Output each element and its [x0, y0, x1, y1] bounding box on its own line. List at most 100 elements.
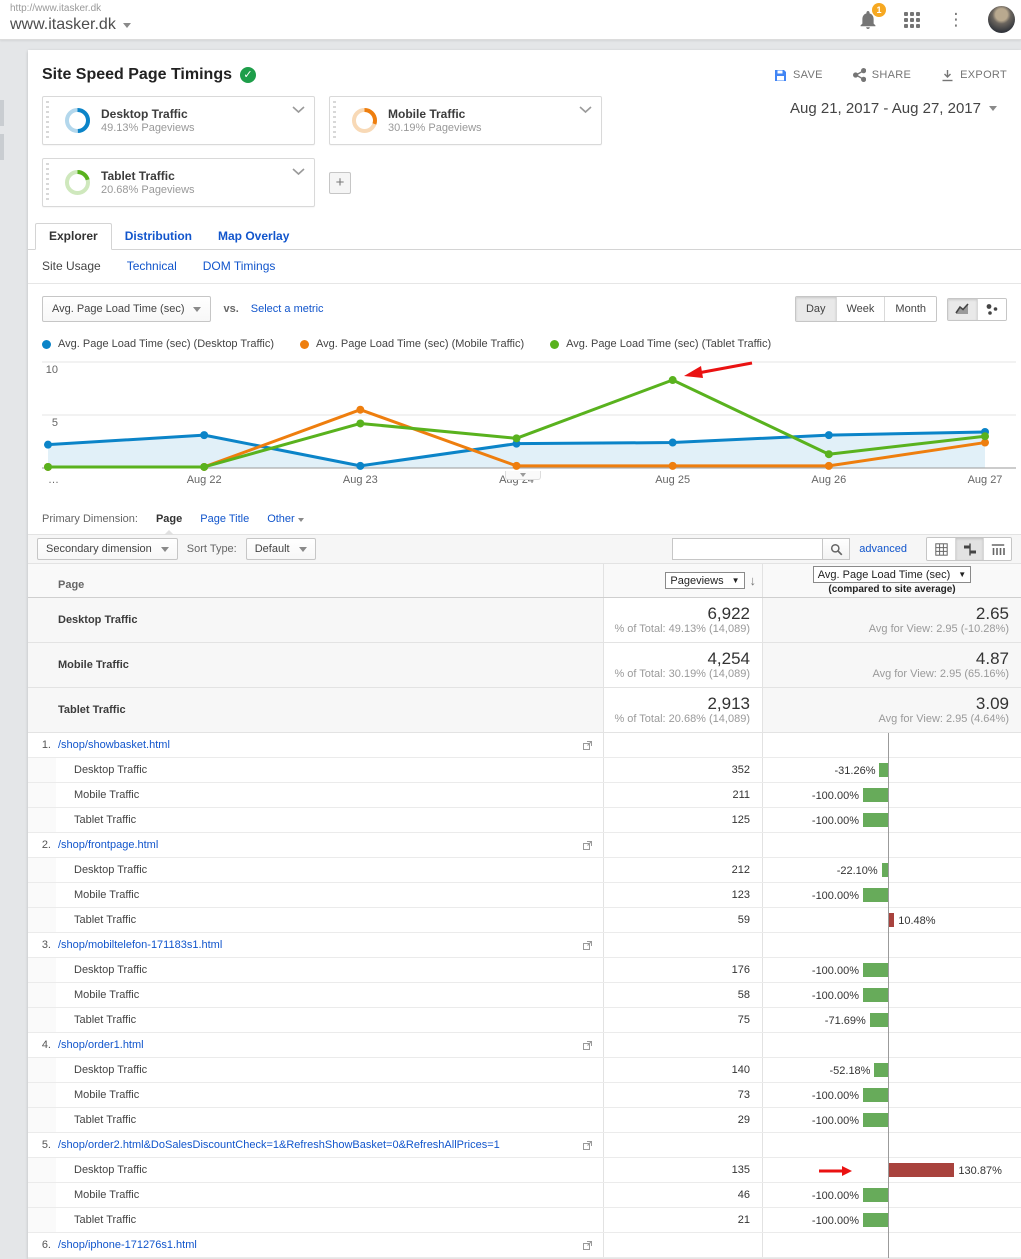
- tab-map-overlay[interactable]: Map Overlay: [218, 229, 290, 243]
- legend-item: Avg. Page Load Time (sec) (Tablet Traffi…: [550, 338, 771, 350]
- open-in-new-icon[interactable]: [582, 840, 593, 851]
- comparison-bar-positive: [889, 913, 895, 927]
- segment-label: Mobile Traffic: [74, 1089, 140, 1101]
- segment-cards: Desktop Traffic 49.13% Pageviews Mobile …: [42, 96, 642, 207]
- granularity-button-day[interactable]: Day: [795, 297, 836, 321]
- segment-card-tablet[interactable]: Tablet Traffic 20.68% Pageviews: [42, 158, 315, 207]
- delta-percent: -100.00%: [811, 890, 859, 902]
- table-header: Page Pageviews ▼ ↓ Avg. Page Load Time (s…: [28, 564, 1021, 598]
- delta-percent: -100.00%: [811, 1215, 859, 1227]
- add-segment-button[interactable]: +: [329, 171, 351, 194]
- segment-label: Mobile Traffic: [74, 989, 140, 1001]
- dimension-page[interactable]: Page: [155, 513, 183, 535]
- collapsed-nav-mark: [0, 100, 4, 126]
- pageviews-column-select[interactable]: Pageviews ▼: [665, 572, 745, 589]
- export-button[interactable]: EXPORT: [941, 68, 1007, 82]
- open-in-new-icon[interactable]: [582, 1240, 593, 1251]
- delta-percent: -22.10%: [836, 865, 878, 877]
- chevron-down-icon[interactable]: [579, 106, 592, 114]
- share-button[interactable]: SHARE: [852, 68, 911, 82]
- table-search-input[interactable]: [672, 538, 823, 560]
- share-icon: [852, 68, 866, 82]
- segment-label: Mobile Traffic: [74, 1189, 140, 1201]
- delta-percent: -71.69%: [824, 1015, 866, 1027]
- drag-handle[interactable]: [46, 163, 54, 202]
- drag-handle[interactable]: [333, 101, 341, 140]
- chart-expand-tab[interactable]: [505, 471, 541, 480]
- open-in-new-icon[interactable]: [582, 1040, 593, 1051]
- subtab-dom-timings[interactable]: DOM Timings: [202, 259, 276, 273]
- notifications-button[interactable]: 1: [856, 2, 886, 32]
- dimension-page-title[interactable]: Page Title: [200, 513, 250, 525]
- segment-pageviews: 123: [603, 883, 763, 907]
- summary-label: Tablet Traffic: [58, 704, 126, 716]
- segment-subtitle: 30.19% Pageviews: [388, 122, 482, 134]
- segment-card-desktop[interactable]: Desktop Traffic 49.13% Pageviews: [42, 96, 315, 145]
- data-table-view-button[interactable]: [927, 538, 955, 560]
- page-url-link[interactable]: /shop/mobiltelefon-171183s1.html: [58, 939, 223, 951]
- granularity-button-month[interactable]: Month: [884, 297, 936, 321]
- line-chart-view-button[interactable]: [948, 298, 977, 320]
- summary-row-mobile: Mobile Traffic 4,254% of Total: 30.19% (…: [28, 643, 1021, 688]
- segment-pageviews: 75: [603, 1008, 763, 1032]
- page-url-link[interactable]: /shop/frontpage.html: [58, 839, 159, 851]
- comparison-view-button[interactable]: [955, 538, 983, 560]
- apps-grid-button[interactable]: [900, 8, 924, 32]
- pivot-view-button[interactable]: [983, 538, 1011, 560]
- date-range-text: Aug 21, 2017 - Aug 27, 2017: [790, 100, 981, 117]
- summary-pageviews: 2,913: [707, 694, 750, 713]
- donut-chart-icon: [65, 108, 90, 133]
- subtab-site-usage[interactable]: Site Usage: [42, 259, 101, 273]
- chevron-down-icon[interactable]: [292, 168, 305, 176]
- advanced-search-link[interactable]: advanced: [859, 543, 907, 555]
- tab-explorer[interactable]: Explorer: [35, 223, 112, 250]
- segment-pageviews: 176: [603, 958, 763, 982]
- date-range-selector[interactable]: Aug 21, 2017 - Aug 27, 2017: [790, 100, 997, 117]
- metric-column-select[interactable]: Avg. Page Load Time (sec) ▼: [812, 566, 972, 583]
- drag-handle[interactable]: [46, 101, 54, 140]
- open-in-new-icon[interactable]: [582, 1140, 593, 1151]
- donut-chart-icon: [65, 170, 90, 195]
- open-in-new-icon[interactable]: [582, 740, 593, 751]
- motion-chart-view-button[interactable]: [977, 298, 1006, 320]
- page-url-link[interactable]: /shop/showbasket.html: [58, 739, 170, 751]
- sort-type-button[interactable]: Default: [245, 538, 316, 560]
- search-button[interactable]: [822, 538, 851, 560]
- open-in-new-icon[interactable]: [582, 940, 593, 951]
- donut-chart-icon: [352, 108, 377, 133]
- segment-label: Mobile Traffic: [74, 789, 140, 801]
- column-header-page[interactable]: Page: [58, 579, 85, 591]
- sort-descending-icon[interactable]: ↓: [749, 573, 757, 588]
- secondary-dimension-button[interactable]: Secondary dimension: [37, 538, 178, 560]
- property-selector[interactable]: www.itasker.dk: [10, 15, 1021, 35]
- delta-percent: 10.48%: [898, 915, 936, 927]
- comparison-bar-negative: [874, 1063, 888, 1077]
- chevron-down-icon[interactable]: [292, 106, 305, 114]
- segment-pageviews: 140: [603, 1058, 763, 1082]
- page-url-link[interactable]: /shop/order1.html: [58, 1039, 144, 1051]
- granularity-button-week[interactable]: Week: [835, 297, 885, 321]
- tab-distribution[interactable]: Distribution: [124, 229, 193, 243]
- dimension-other[interactable]: Other: [267, 513, 304, 525]
- search-icon: [830, 543, 843, 555]
- delta-percent: -100.00%: [811, 815, 859, 827]
- segment-pageviews: 125: [603, 808, 763, 832]
- legend-dot-icon: [550, 339, 560, 349]
- chevron-down-icon: [989, 106, 997, 111]
- metric-dropdown[interactable]: Avg. Page Load Time (sec): [42, 296, 212, 322]
- delta-percent: -31.26%: [834, 765, 876, 777]
- subtab-technical[interactable]: Technical: [126, 259, 177, 273]
- granularity-buttons: Day Week Month: [794, 296, 937, 322]
- segment-label: Tablet Traffic: [74, 914, 137, 926]
- segment-card-mobile[interactable]: Mobile Traffic 30.19% Pageviews: [329, 96, 602, 145]
- svg-text:Aug 27: Aug 27: [968, 474, 1003, 486]
- more-options-button[interactable]: ⋮: [944, 8, 968, 32]
- page-url-link[interactable]: /shop/iphone-171276s1.html: [58, 1239, 197, 1251]
- segment-pageviews: 58: [603, 983, 763, 1007]
- save-button[interactable]: SAVE: [774, 68, 823, 82]
- avatar[interactable]: [988, 6, 1015, 33]
- page-url-link[interactable]: /shop/order2.html&DoSalesDiscountCheck=1…: [58, 1139, 500, 1151]
- legend-dot-icon: [300, 339, 310, 349]
- timeseries-chart: 5 10… Aug 22 Aug 23 Aug 24 Aug 25 Aug 26 Aug 27: [28, 352, 1021, 500]
- select-metric-link[interactable]: Select a metric: [250, 303, 324, 315]
